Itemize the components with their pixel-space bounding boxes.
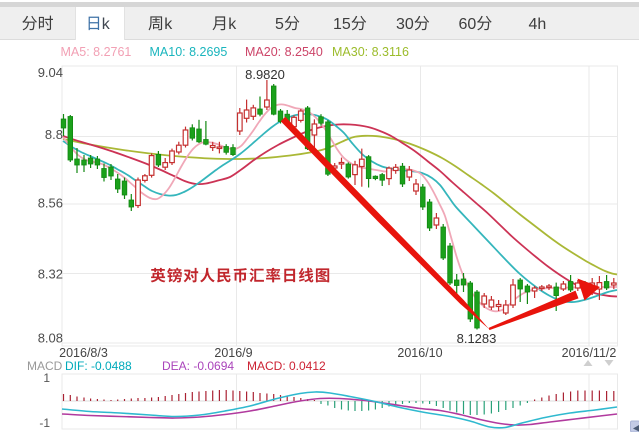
svg-text:k: k [164, 16, 173, 33]
svg-text:DIF: -0.0488: DIF: -0.0488 [65, 359, 132, 373]
svg-text:4h: 4h [529, 16, 547, 33]
svg-text:2016/9: 2016/9 [214, 346, 252, 360]
svg-text:2016/11/2: 2016/11/2 [562, 346, 617, 360]
svg-text:8.56: 8.56 [38, 196, 63, 211]
svg-text:9.04: 9.04 [38, 65, 63, 80]
svg-text:8.08: 8.08 [38, 331, 63, 346]
svg-text:2016/8/3: 2016/8/3 [59, 346, 108, 360]
svg-text:k: k [102, 16, 111, 33]
svg-text:60: 60 [459, 16, 477, 33]
svg-text:8.8: 8.8 [45, 127, 63, 142]
svg-text:8.1283: 8.1283 [457, 331, 497, 346]
svg-text:MA10: 8.2695: MA10: 8.2695 [150, 45, 228, 59]
svg-text:2016/10: 2016/10 [397, 346, 442, 360]
svg-text:8.9820: 8.9820 [245, 67, 285, 82]
svg-text:-1: -1 [39, 416, 50, 430]
svg-text:5: 5 [275, 16, 284, 33]
svg-text:30: 30 [396, 16, 414, 33]
svg-text:15: 15 [333, 16, 351, 33]
svg-text:k: k [228, 16, 237, 33]
svg-text:MA5: 8.2761: MA5: 8.2761 [61, 45, 132, 59]
svg-text:DEA: -0.0694: DEA: -0.0694 [162, 359, 234, 373]
svg-text:8.32: 8.32 [38, 267, 63, 282]
svg-text:MA20: 8.2540: MA20: 8.2540 [245, 45, 323, 59]
svg-text:1: 1 [43, 371, 50, 385]
svg-text:MA30: 8.3116: MA30: 8.3116 [332, 45, 409, 59]
svg-text:MACD: 0.0412: MACD: 0.0412 [247, 359, 326, 373]
